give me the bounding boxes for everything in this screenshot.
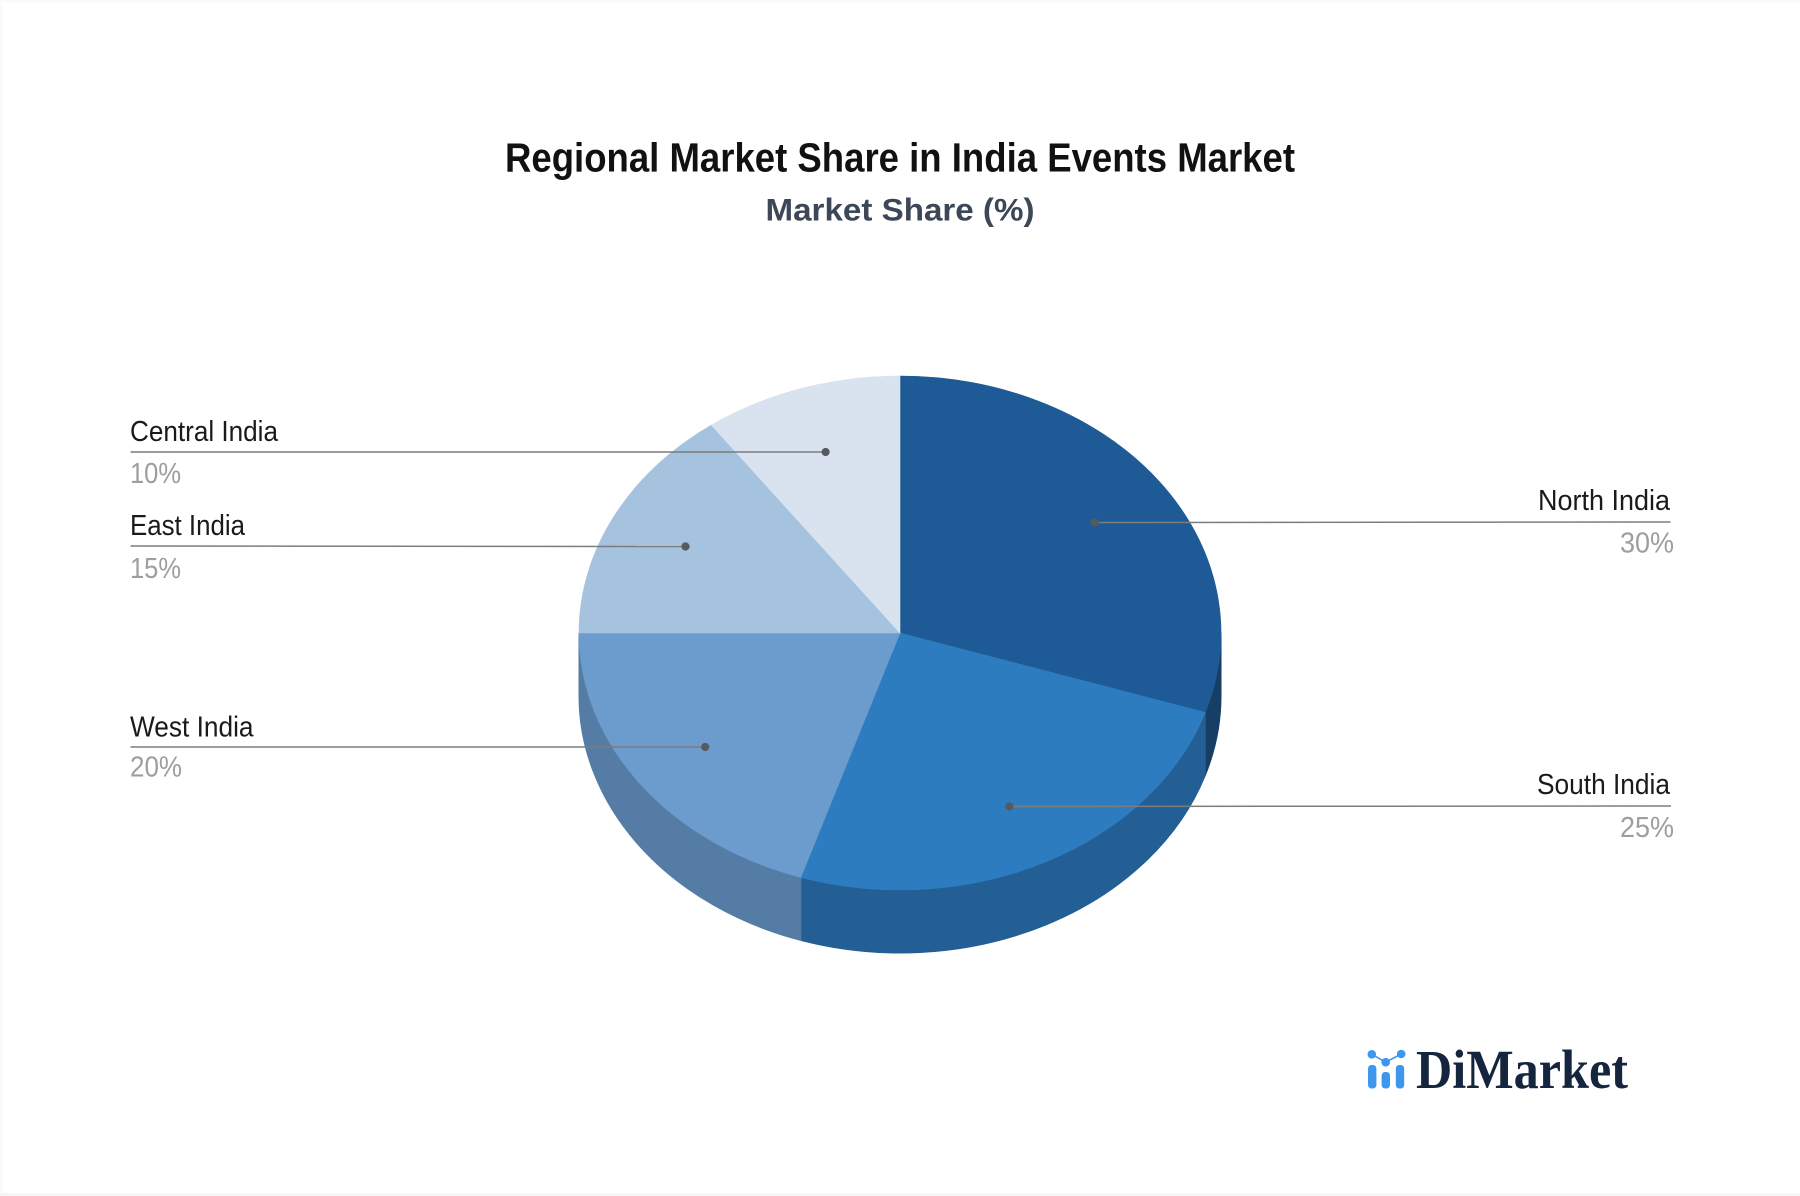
svg-text:South India: South India (1537, 769, 1670, 801)
svg-text:East India: East India (130, 510, 245, 542)
svg-text:DiMarket: DiMarket (1416, 1039, 1629, 1100)
svg-text:West India: West India (130, 712, 254, 744)
svg-text:10%: 10% (130, 458, 181, 490)
svg-text:Regional Market Share in India: Regional Market Share in India Events Ma… (505, 135, 1295, 181)
svg-text:15%: 15% (130, 553, 181, 585)
svg-text:25%: 25% (1620, 812, 1674, 844)
svg-text:30%: 30% (1620, 528, 1674, 560)
svg-text:Market Share (%): Market Share (%) (766, 192, 1035, 228)
svg-text:Central India: Central India (130, 416, 278, 448)
svg-text:North India: North India (1538, 485, 1670, 517)
svg-text:20%: 20% (130, 752, 182, 784)
